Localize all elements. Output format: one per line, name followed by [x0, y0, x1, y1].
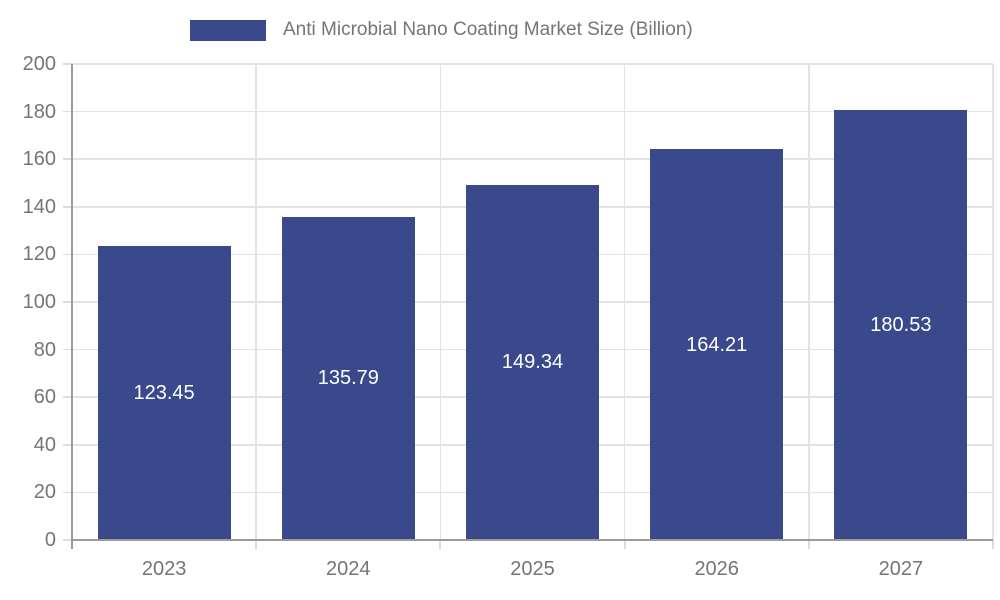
gridline-vertical	[808, 64, 810, 540]
x-tick-label: 2023	[141, 558, 187, 580]
y-tick-label: 120	[22, 243, 56, 266]
x-tick-label: 2027	[878, 558, 924, 580]
y-tick-label: 20	[33, 481, 56, 504]
x-axis-tick	[992, 540, 994, 549]
y-axis-tick	[63, 253, 72, 256]
gridline-horizontal	[72, 158, 993, 160]
y-tick-label: 60	[33, 386, 56, 409]
bar-value-label: 149.34	[501, 351, 564, 374]
gridline-vertical	[255, 64, 257, 540]
y-axis-tick	[63, 539, 72, 541]
bar: 149.34	[466, 184, 599, 540]
x-axis-tick	[255, 540, 258, 549]
bar-value-label: 180.53	[870, 314, 932, 337]
gridline-horizontal	[72, 63, 993, 65]
gridline-vertical	[623, 64, 626, 540]
x-tick-label: 2025	[510, 558, 555, 580]
gridline-horizontal	[72, 110, 993, 113]
y-axis-tick	[63, 444, 72, 446]
x-axis-line	[71, 539, 993, 541]
gridline-vertical	[992, 64, 994, 540]
bar: 135.79	[281, 216, 415, 540]
y-tick-label: 200	[22, 53, 56, 75]
y-axis-tick	[63, 110, 72, 113]
y-axis-tick	[63, 206, 72, 208]
x-axis-tick	[439, 540, 442, 549]
gridline-vertical	[439, 64, 442, 540]
y-tick-label: 40	[33, 433, 56, 456]
y-tick-label: 80	[33, 338, 56, 361]
legend-item[interactable]: Anti Microbial Nano Coating Market Size …	[190, 19, 693, 41]
y-tick-label: 180	[22, 100, 56, 123]
legend-label: Anti Microbial Nano Coating Market Size …	[283, 19, 693, 40]
y-axis-tick	[63, 348, 72, 351]
y-axis-tick	[63, 158, 72, 160]
y-tick-label: 0	[44, 529, 56, 551]
y-axis-line	[71, 64, 73, 540]
y-axis-tick	[63, 491, 72, 494]
y-axis-tick	[63, 301, 72, 303]
y-axis-tick	[63, 396, 72, 398]
y-tick-label: 160	[22, 148, 56, 171]
y-tick-label: 100	[22, 291, 56, 313]
y-axis-tick	[63, 63, 72, 65]
bar-value-label: 164.21	[686, 333, 748, 356]
bar-value-label: 135.79	[317, 367, 379, 390]
x-axis-tick	[623, 540, 626, 549]
bar-value-label: 123.45	[133, 382, 195, 405]
bar: 123.45	[97, 246, 231, 540]
x-tick-label: 2024	[326, 558, 371, 580]
y-tick-label: 140	[22, 195, 56, 218]
x-tick-label: 2026	[694, 558, 739, 580]
legend-swatch	[190, 19, 266, 41]
bar: 180.53	[834, 110, 968, 540]
x-axis-tick	[71, 540, 73, 549]
x-axis-tick	[807, 540, 810, 549]
bar: 164.21	[650, 149, 784, 540]
